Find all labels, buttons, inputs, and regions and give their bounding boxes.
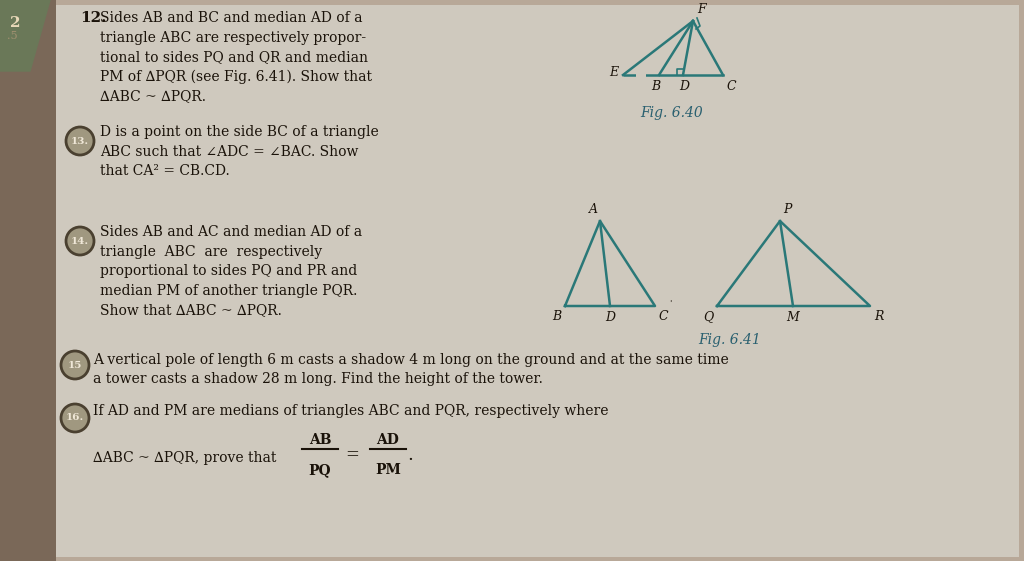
Text: F: F	[697, 3, 706, 16]
Text: ': '	[669, 299, 672, 307]
Text: D: D	[679, 80, 689, 93]
Text: 13.: 13.	[71, 136, 89, 145]
Text: D is a point on the side BC of a triangle
ABC such that ∠ADC = ∠BAC. Show
that C: D is a point on the side BC of a triangl…	[100, 125, 379, 178]
Circle shape	[66, 227, 94, 255]
Text: 12.: 12.	[80, 11, 106, 25]
Text: B: B	[651, 80, 660, 93]
Text: .: .	[408, 446, 413, 464]
Text: Q: Q	[702, 310, 713, 323]
Text: Fig. 6.41: Fig. 6.41	[698, 333, 762, 347]
Text: Sides AB and AC and median AD of a
triangle  ABC  are  respectively
proportional: Sides AB and AC and median AD of a trian…	[100, 225, 362, 317]
Text: C: C	[727, 80, 736, 93]
Polygon shape	[0, 0, 50, 71]
Text: A vertical pole of length 6 m casts a shadow 4 m long on the ground and at the s: A vertical pole of length 6 m casts a sh…	[93, 353, 729, 387]
Circle shape	[66, 127, 94, 155]
Text: 14.: 14.	[71, 237, 89, 246]
FancyBboxPatch shape	[55, 5, 1019, 557]
Text: 15: 15	[68, 361, 82, 370]
Circle shape	[61, 404, 89, 432]
Text: R: R	[874, 310, 884, 323]
Text: B: B	[552, 310, 561, 323]
Text: P: P	[783, 203, 792, 216]
Text: C: C	[659, 310, 669, 323]
Text: .5: .5	[7, 31, 17, 41]
Text: 2: 2	[10, 16, 20, 30]
Text: A: A	[589, 203, 598, 216]
Text: PQ: PQ	[308, 463, 332, 477]
Text: Sides AB and BC and median AD of a
triangle ABC are respectively propor-
tional : Sides AB and BC and median AD of a trian…	[100, 11, 372, 104]
FancyBboxPatch shape	[0, 0, 56, 561]
Text: If AD and PM are medians of triangles ABC and PQR, respectively where: If AD and PM are medians of triangles AB…	[93, 404, 608, 418]
Text: E: E	[609, 66, 618, 79]
Text: ∆ABC ~ ∆PQR, prove that: ∆ABC ~ ∆PQR, prove that	[93, 451, 276, 465]
Text: AB: AB	[309, 433, 331, 447]
Text: PM: PM	[375, 463, 401, 477]
Circle shape	[61, 351, 89, 379]
Text: 16.: 16.	[66, 413, 84, 422]
Text: AD: AD	[377, 433, 399, 447]
Text: Fig. 6.40: Fig. 6.40	[641, 106, 703, 120]
Text: =: =	[345, 447, 359, 463]
Text: M: M	[786, 311, 800, 324]
Text: D: D	[605, 311, 615, 324]
